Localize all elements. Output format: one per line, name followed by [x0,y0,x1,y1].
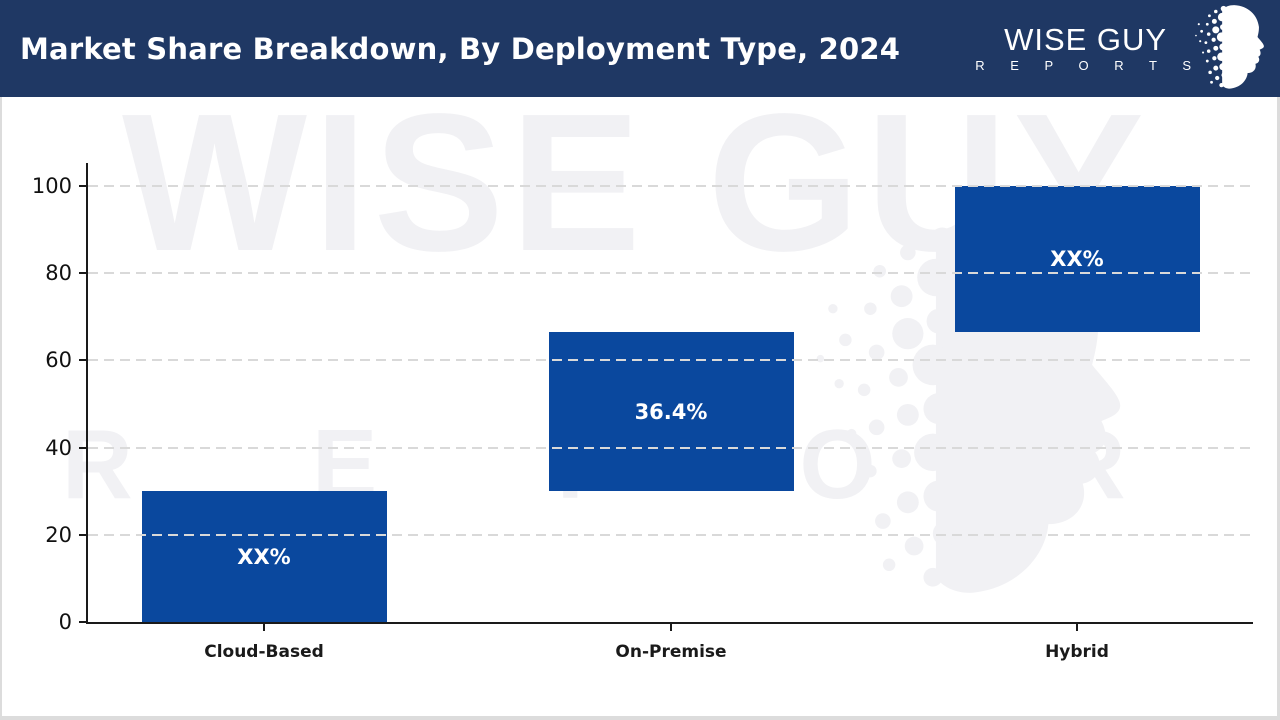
bar-value-label: XX% [1050,247,1104,272]
x-tick [670,624,672,631]
y-axis-tick-label: 100 [31,174,72,198]
y-tick [79,533,87,536]
y-axis-tick-label: 40 [45,435,72,460]
y-axis-tick-label: 20 [45,522,72,547]
frame-border-right [1277,97,1280,720]
wise-guy-logo: WISE GUY R E P O R T S [969,3,1274,95]
y-tick [79,272,87,275]
chart-area: WISE GUY R E P O R T S XX%Cloud-Based36.… [0,85,1280,720]
bar-cloud-based: XX% [141,491,387,622]
x-tick [263,624,265,631]
bar-on-premise: 36.4% [548,332,794,492]
header: Market Share Breakdown, By Deployment Ty… [0,0,1280,97]
gridline-80 [88,272,1253,275]
gridline-60 [88,359,1253,362]
logo-wordmark: WISE GUY [1004,21,1168,57]
x-axis-spine [86,622,1253,624]
gridline-20 [88,533,1253,536]
x-axis-label-cloud-based: Cloud-Based [204,642,324,662]
y-axis-tick-label: 0 [58,610,72,634]
frame-border-left [0,97,2,720]
x-tick [1076,624,1078,631]
y-axis-spine [86,163,88,624]
gridline-100 [88,185,1253,187]
bar-hybrid: XX% [954,186,1200,333]
y-axis-tick-label: 80 [45,261,72,286]
gridline-40 [88,446,1253,449]
page-title: Market Share Breakdown, By Deployment Ty… [20,31,901,66]
logo-subtitle: R E P O R T S [975,58,1202,74]
x-axis-label-on-premise: On-Premise [615,642,727,662]
y-axis-tick-label: 60 [45,348,72,373]
bar-value-label: XX% [237,544,291,569]
y-tick [79,359,87,362]
bar-value-label: 36.4% [634,399,708,424]
y-tick [79,446,87,449]
logo-head-icon [1195,4,1264,89]
y-tick [79,621,87,623]
x-axis-label-hybrid: Hybrid [1045,642,1109,662]
frame-border-bottom [0,716,1280,720]
logo-text: WISE GUY R E P O R T S [969,21,1202,74]
y-tick [79,185,87,187]
